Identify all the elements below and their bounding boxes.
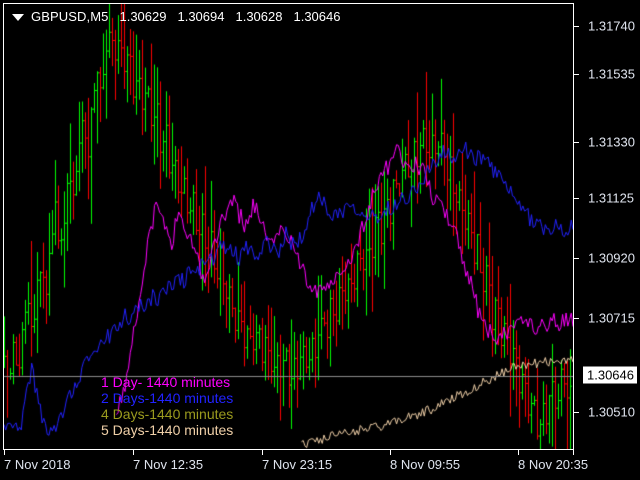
price-axis-tick	[574, 198, 579, 199]
price-axis-label: 1.31125	[588, 190, 635, 206]
triangle-down-icon[interactable]	[12, 14, 24, 21]
quote-open: 1.30629	[119, 9, 167, 24]
legend-item-4-days: 4 Days-1440 minutes	[101, 406, 234, 422]
legend-item-2-days: 2 Days-1440 minutes	[101, 390, 234, 406]
price-axis-label: 1.31330	[588, 134, 635, 150]
legend-item-1-day: 1 Day- 1440 minutes	[101, 374, 231, 390]
time-axis-label: 7 Nov 2018	[4, 457, 71, 472]
price-axis-tick	[574, 26, 579, 27]
time-axis-label: 7 Nov 23:15	[262, 457, 333, 472]
current-price-tag: 1.30646	[583, 366, 637, 384]
price-axis-label: 1.30715	[588, 310, 635, 326]
time-axis-tick	[390, 450, 391, 455]
legend-item-5-days: 5 Days-1440 minutes	[101, 422, 234, 438]
price-axis-tick	[574, 142, 579, 143]
quote-low: 1.30628	[235, 9, 283, 24]
time-axis-label: 8 Nov 20:35	[518, 457, 589, 472]
price-axis-tick	[574, 74, 579, 75]
quote-close: 1.30646	[293, 9, 341, 24]
time-axis-tick	[133, 450, 134, 455]
symbol-header: GBPUSD,M5 1.30629 1.30694 1.30628 1.3064…	[12, 9, 340, 24]
price-axis-label: 1.31535	[588, 66, 635, 82]
price-axis-tick	[574, 318, 579, 319]
price-axis-label: 1.30510	[588, 404, 635, 420]
time-axis-tick	[4, 450, 5, 455]
price-axis-label: 1.30920	[588, 250, 635, 266]
symbol-name: GBPUSD,M5	[31, 9, 109, 24]
price-axis-tick	[574, 412, 579, 413]
price-axis-tick	[574, 258, 579, 259]
price-axis[interactable]: 1.31740 1.31535 1.31330 1.31125 1.30920 1.307…	[574, 0, 640, 480]
time-axis-tick	[518, 450, 519, 455]
time-axis-label: 8 Nov 09:55	[390, 457, 461, 472]
time-axis-tick	[262, 450, 263, 455]
time-axis-tick	[573, 450, 574, 455]
price-chart-canvas[interactable]	[4, 4, 573, 449]
quote-high: 1.30694	[177, 9, 225, 24]
chart-legend: 1 Day- 1440 minutes 2 Days-1440 minutes …	[101, 374, 233, 438]
chart-plot-area[interactable]: GBPUSD,M5 1.30629 1.30694 1.30628 1.3064…	[3, 3, 574, 450]
time-axis-label: 7 Nov 12:35	[133, 457, 204, 472]
time-axis[interactable]: 7 Nov 2018 7 Nov 12:35 7 Nov 23:15 8 Nov 09…	[0, 450, 640, 480]
price-axis-label: 1.31740	[588, 18, 635, 34]
